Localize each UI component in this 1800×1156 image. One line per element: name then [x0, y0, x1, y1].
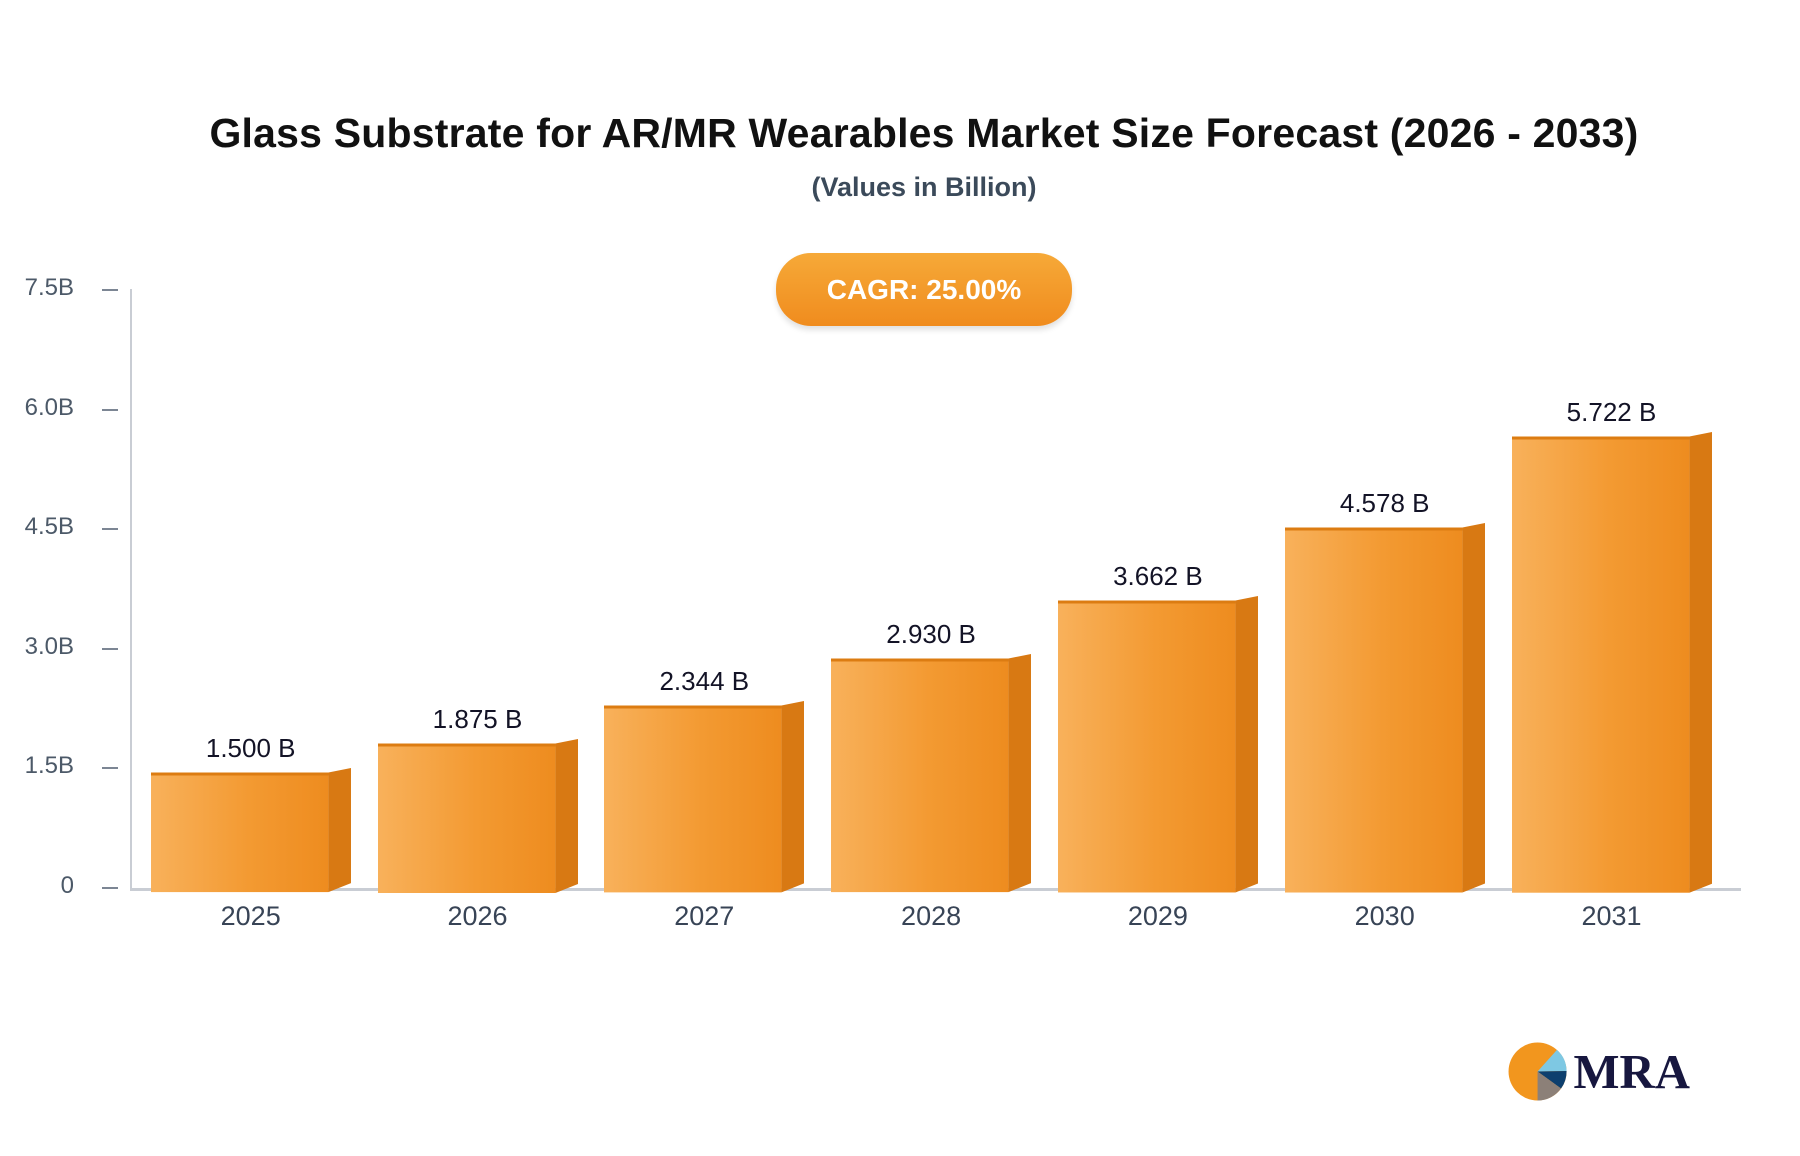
svg-text:MRA: MRA	[1574, 1045, 1690, 1099]
